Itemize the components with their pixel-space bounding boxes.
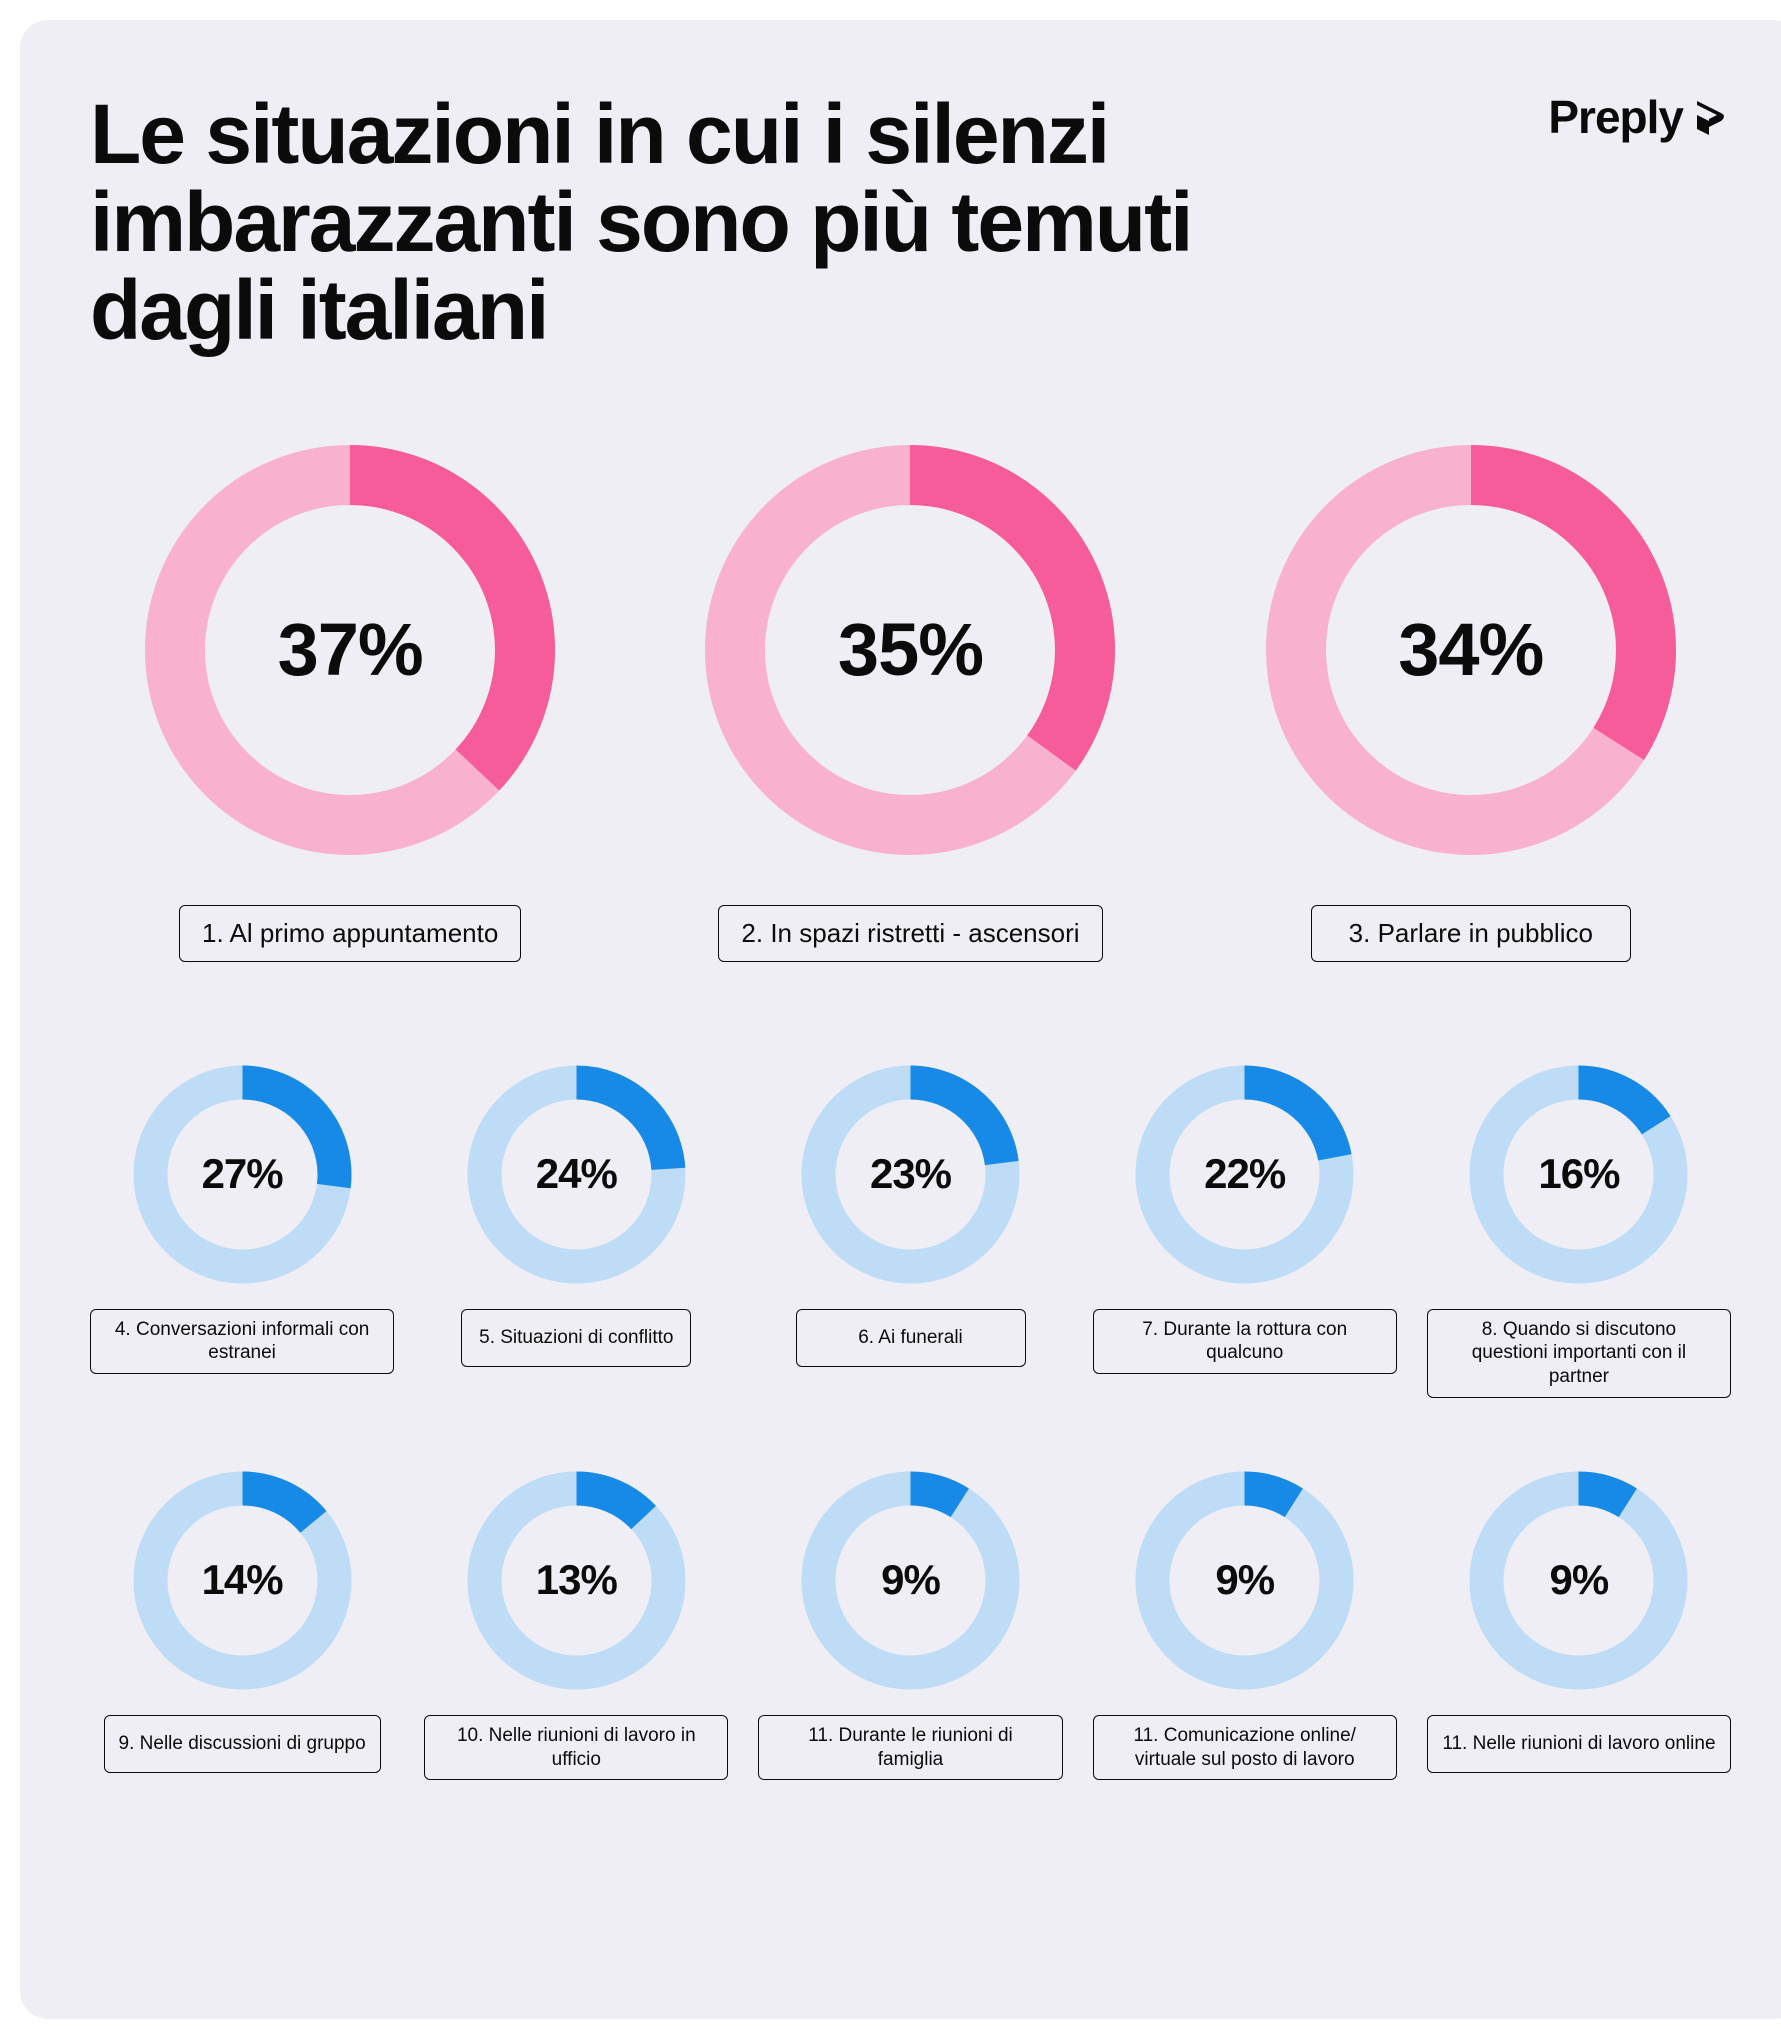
chart-item: 14% 9. Nelle discussioni di gruppo bbox=[90, 1468, 394, 1781]
brand-name: Preply bbox=[1548, 90, 1683, 144]
row-9to13: 14% 9. Nelle discussioni di gruppo 13% 1… bbox=[90, 1468, 1731, 1781]
donut-percent: 13% bbox=[536, 1556, 617, 1604]
item-label: 8. Quando si discutono questioni importa… bbox=[1427, 1309, 1731, 1398]
donut-percent: 37% bbox=[278, 607, 423, 692]
donut-percent: 35% bbox=[838, 607, 983, 692]
donut-percent: 24% bbox=[536, 1150, 617, 1198]
brand-logo: Preply bbox=[1548, 90, 1731, 144]
donut-chart: 16% bbox=[1466, 1062, 1691, 1287]
item-label: 1. Al primo appuntamento bbox=[179, 905, 521, 962]
chart-item: 22% 7. Durante la rottura con qualcuno bbox=[1093, 1062, 1397, 1398]
donut-percent: 23% bbox=[870, 1150, 951, 1198]
donut-percent: 14% bbox=[202, 1556, 283, 1604]
donut-percent: 27% bbox=[202, 1150, 283, 1198]
donut-percent: 9% bbox=[881, 1556, 940, 1604]
item-label: 11. Durante le riunioni di famiglia bbox=[758, 1715, 1062, 1781]
chart-item: 37% 1. Al primo appuntamento bbox=[90, 435, 610, 962]
infographic-card: Le situazioni in cui i silenzi imbarazza… bbox=[20, 20, 1781, 2019]
donut-chart: 22% bbox=[1132, 1062, 1357, 1287]
donut-percent: 9% bbox=[1215, 1556, 1274, 1604]
item-label: 4. Conversazioni informali con estranei bbox=[90, 1309, 394, 1375]
donut-chart: 23% bbox=[798, 1062, 1023, 1287]
item-label: 6. Ai funerali bbox=[796, 1309, 1026, 1367]
item-label: 5. Situazioni di conflitto bbox=[461, 1309, 691, 1367]
donut-chart: 27% bbox=[130, 1062, 355, 1287]
top3-row: 37% 1. Al primo appuntamento 35% 2. In s… bbox=[90, 435, 1731, 962]
row-4to8: 27% 4. Conversazioni informali con estra… bbox=[90, 1062, 1731, 1398]
donut-chart: 9% bbox=[1132, 1468, 1357, 1693]
header: Le situazioni in cui i silenzi imbarazza… bbox=[90, 90, 1731, 355]
donut-chart: 24% bbox=[464, 1062, 689, 1287]
donut-chart: 9% bbox=[1466, 1468, 1691, 1693]
donut-chart: 9% bbox=[798, 1468, 1023, 1693]
chart-item: 13% 10. Nelle riunioni di lavoro in uffi… bbox=[424, 1468, 728, 1781]
donut-chart: 35% bbox=[695, 435, 1125, 865]
donut-chart: 13% bbox=[464, 1468, 689, 1693]
donut-percent: 22% bbox=[1204, 1150, 1285, 1198]
item-label: 9. Nelle discussioni di gruppo bbox=[104, 1715, 381, 1773]
donut-percent: 16% bbox=[1538, 1150, 1619, 1198]
item-label: 11. Nelle riunioni di lavoro online bbox=[1427, 1715, 1730, 1773]
chart-item: 9% 11. Nelle riunioni di lavoro online bbox=[1427, 1468, 1731, 1781]
chart-item: 27% 4. Conversazioni informali con estra… bbox=[90, 1062, 394, 1398]
item-label: 11. Comunicazione online/ virtuale sul p… bbox=[1093, 1715, 1397, 1781]
brand-icon bbox=[1691, 97, 1731, 137]
donut-percent: 34% bbox=[1398, 607, 1543, 692]
donut-percent: 9% bbox=[1550, 1556, 1609, 1604]
donut-chart: 37% bbox=[135, 435, 565, 865]
chart-item: 9% 11. Comunicazione online/ virtuale su… bbox=[1093, 1468, 1397, 1781]
chart-item: 24% 5. Situazioni di conflitto bbox=[424, 1062, 728, 1398]
item-label: 3. Parlare in pubblico bbox=[1311, 905, 1631, 962]
donut-chart: 14% bbox=[130, 1468, 355, 1693]
chart-item: 9% 11. Durante le riunioni di famiglia bbox=[758, 1468, 1062, 1781]
chart-item: 34% 3. Parlare in pubblico bbox=[1211, 435, 1731, 962]
page-title: Le situazioni in cui i silenzi imbarazza… bbox=[90, 90, 1290, 355]
donut-chart: 34% bbox=[1256, 435, 1686, 865]
item-label: 2. In spazi ristretti - ascensori bbox=[718, 905, 1102, 962]
chart-item: 23% 6. Ai funerali bbox=[758, 1062, 1062, 1398]
chart-item: 16% 8. Quando si discutono questioni imp… bbox=[1427, 1062, 1731, 1398]
item-label: 10. Nelle riunioni di lavoro in ufficio bbox=[424, 1715, 728, 1781]
chart-item: 35% 2. In spazi ristretti - ascensori bbox=[650, 435, 1170, 962]
item-label: 7. Durante la rottura con qualcuno bbox=[1093, 1309, 1397, 1375]
